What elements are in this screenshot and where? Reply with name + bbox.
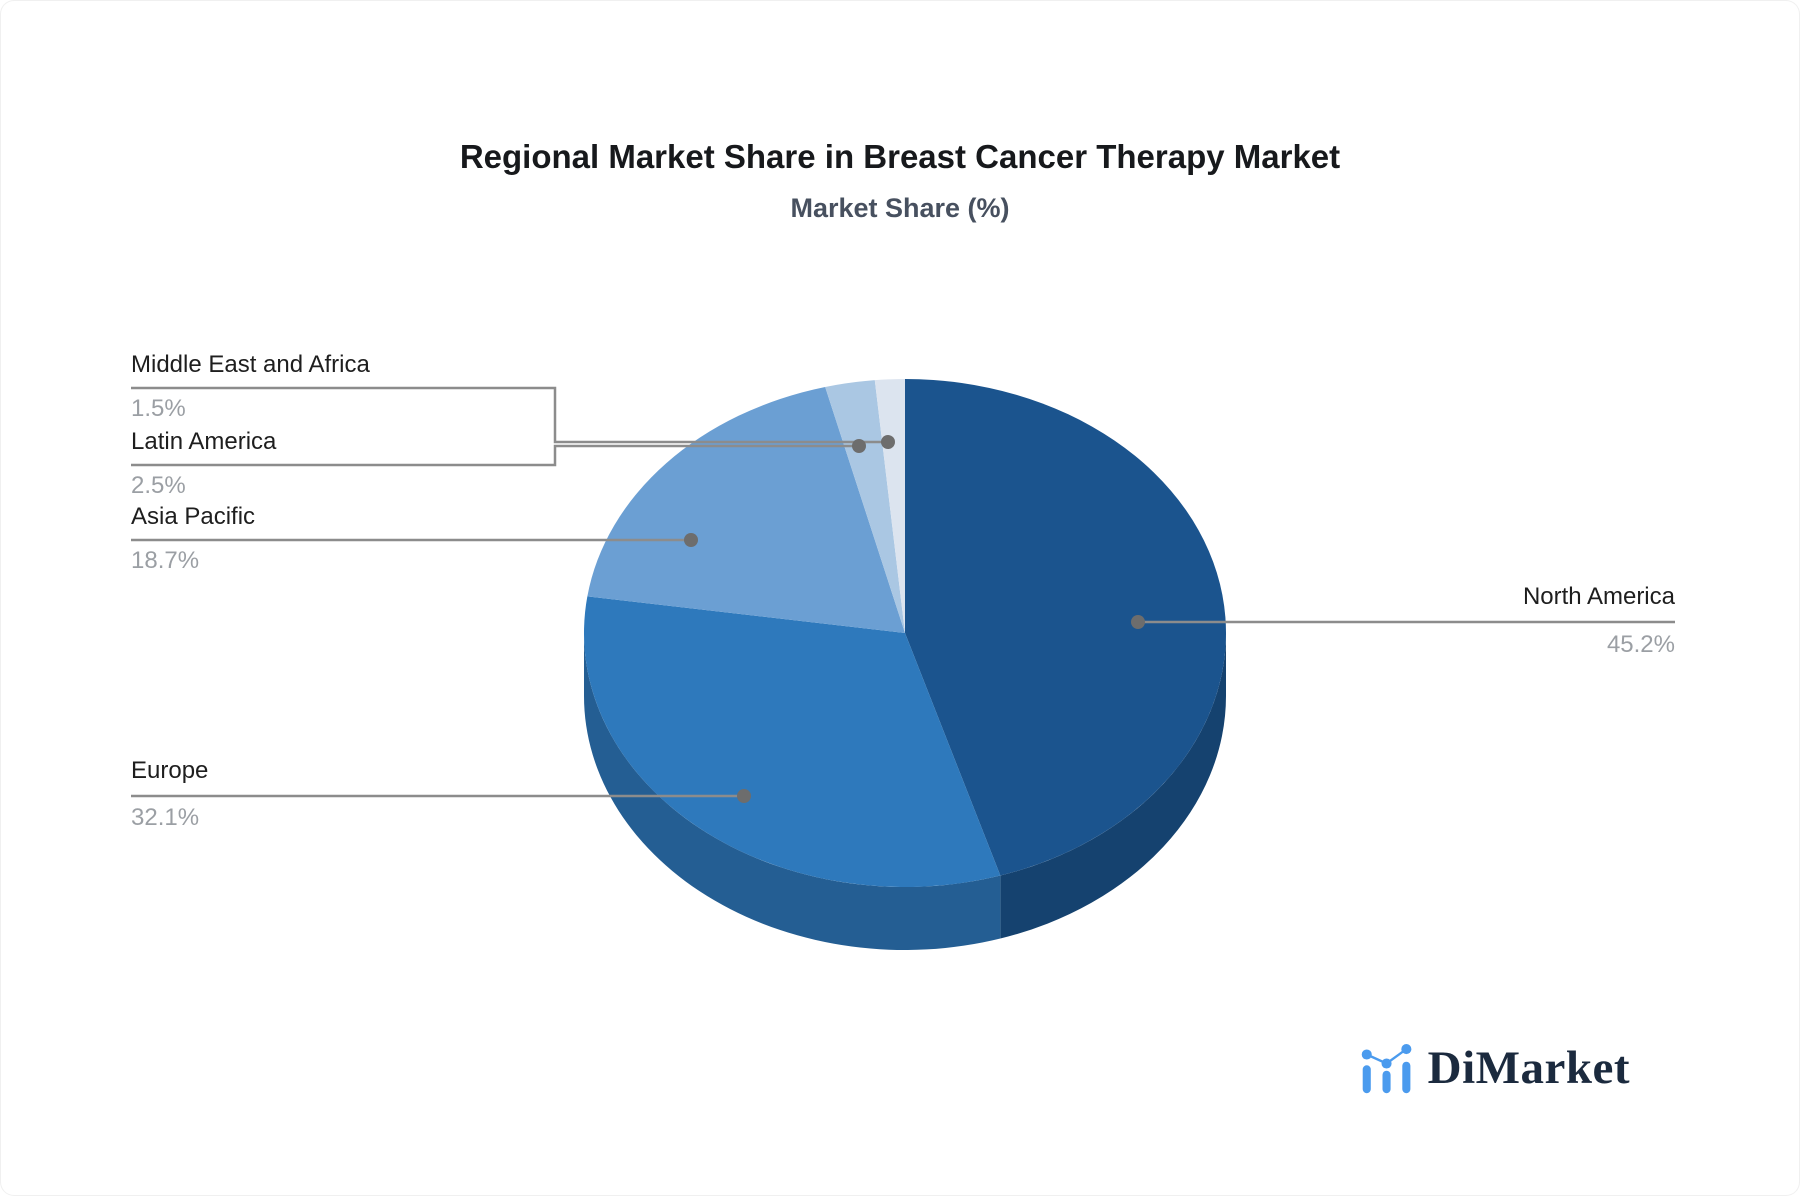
chart-title: Regional Market Share in Breast Cancer T… [459,138,1341,175]
callout-dot-middle-east-and-africa [881,435,895,449]
slice-label-asia-pacific: Asia Pacific [131,503,256,530]
pie-slice-europe[interactable] [584,596,1001,887]
chart-subtitle: Market Share (%) [790,193,1010,223]
slice-value-north-america: 45.2% [1606,631,1675,658]
pie-slice-latin-america[interactable] [825,380,905,633]
callout-line-latin-america [131,444,859,467]
callout-dot-north-america [1131,615,1145,629]
dimarket-logo: DiMarket [1360,1038,1630,1098]
slice-label-latin-america: Latin America [131,428,277,455]
slice-value-europe: 32.1% [131,804,200,831]
slice-label-north-america: North America [1522,583,1675,610]
pie-slice-north-america[interactable] [905,379,1226,876]
pie-slice-side-north-america [1000,633,1226,939]
slice-label-europe: Europe [131,757,209,784]
callout-dot-europe [737,789,751,803]
pie-slice-asia-pacific[interactable] [587,386,905,633]
slice-value-middle-east-and-africa: 1.5% [131,395,186,422]
logo-text: DiMarket [1427,1042,1630,1094]
callout-line-middle-east-and-africa [131,386,888,444]
callout-dot-asia-pacific [684,533,698,547]
slice-value-asia-pacific: 18.7% [131,547,200,574]
pie-slice-side-europe [583,633,1001,950]
slice-value-latin-america: 2.5% [131,472,186,499]
bar-chart-icon [1361,1044,1412,1094]
callout-dot-latin-america [852,439,866,453]
slice-label-middle-east-and-africa: Middle East and Africa [131,351,370,378]
